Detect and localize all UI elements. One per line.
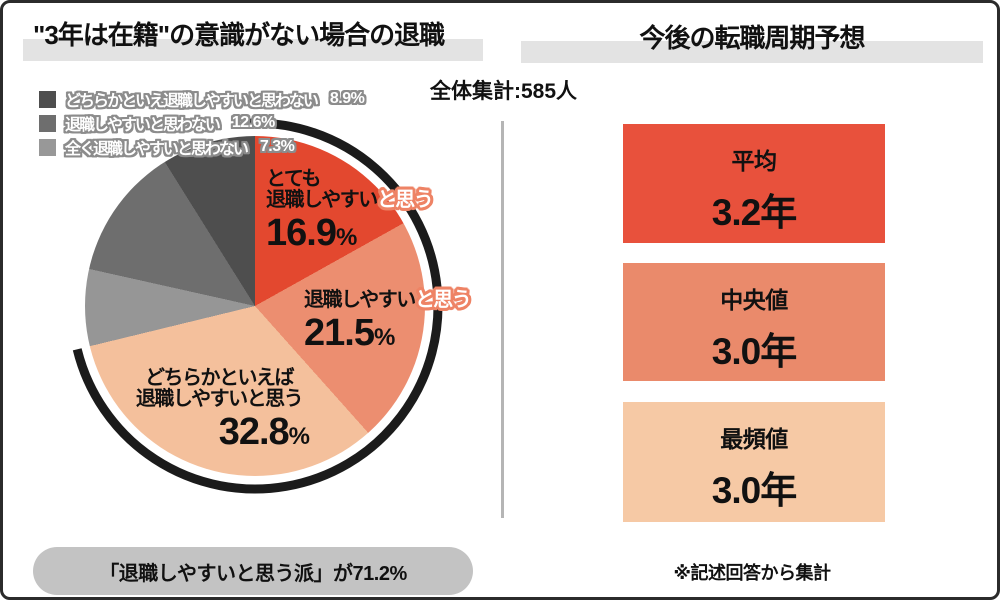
stat-card-label: 中央値 bbox=[720, 287, 788, 313]
pie-highlight-arc bbox=[72, 118, 443, 494]
total-sample-label: 全体集計:585人 bbox=[430, 80, 578, 103]
legend-value: 8.9% bbox=[329, 90, 365, 107]
stat-card-value: 3.2年 bbox=[711, 192, 797, 233]
legend-swatch bbox=[39, 114, 56, 132]
pie-label-somewhat-easy: どちらかといえば 退職しやすいと思う 32.8% bbox=[127, 368, 311, 459]
legend-label: 退職しやすいと思わない bbox=[65, 117, 221, 134]
legend-item: 全く退職しやすいと思わない 7.3% bbox=[39, 137, 364, 158]
pie-label-easy: 退職しやすいと思う 21.5% bbox=[304, 289, 472, 360]
legend-item: どちらかといえ退職しやすいと思わない 8.9% bbox=[39, 89, 365, 110]
right-section-title: 今後の転職周期予想 bbox=[639, 23, 865, 53]
left-title-underline-bar bbox=[23, 39, 483, 61]
legend-label: どちらかといえ退職しやすいと思わない bbox=[65, 93, 319, 110]
pie-label-text: とても bbox=[266, 168, 321, 190]
pie-label-value: 32.8% bbox=[218, 411, 310, 453]
stat-card: 最頻値 3.0年 bbox=[623, 402, 885, 522]
stat-card: 平均 3.2年 bbox=[623, 124, 885, 243]
summary-pill: 「退職しやすいと思う派」が71.2% bbox=[33, 547, 473, 595]
pie-label-value: 16.9% bbox=[266, 212, 357, 254]
pie-chart bbox=[85, 136, 425, 476]
legend-swatch bbox=[39, 90, 56, 108]
stat-card: 中央値 3.0年 bbox=[623, 263, 885, 381]
legend-swatch bbox=[39, 138, 56, 156]
legend-value: 12.6% bbox=[231, 114, 275, 131]
highlighted-text: と思う bbox=[414, 289, 472, 311]
legend-label: 全く退職しやすいと思わない bbox=[65, 141, 249, 158]
pie-label-text: 退職しやすいと思う bbox=[266, 189, 434, 211]
legend-item: 退職しやすいと思わない 12.6% bbox=[39, 113, 364, 134]
left-section-title: "3年は在籍"の意識がない場合の退職 bbox=[33, 20, 445, 50]
pie-label-value: 21.5% bbox=[304, 312, 395, 354]
collection-footnote: ※記述回答から集計 bbox=[673, 563, 832, 583]
pie-label-text: 退職しやすいと思う bbox=[135, 388, 304, 410]
pie-label-text: 退職しやすいと思う bbox=[304, 289, 472, 311]
stat-card-label: 最頻値 bbox=[720, 426, 788, 452]
right-title-underline-bar bbox=[521, 41, 983, 63]
highlighted-text: と思う bbox=[376, 189, 434, 211]
pie-label-text: どちらかといえば bbox=[145, 367, 295, 389]
summary-pill-text: 「退職しやすいと思う派」が71.2% bbox=[99, 562, 407, 585]
pie-label-very-easy: とても 退職しやすいと思う 16.9% bbox=[266, 168, 434, 260]
pie-legend: どちらかといえ退職しやすいと思わない 8.9% 退職しやすいと思わない 12.6… bbox=[39, 89, 365, 161]
vertical-divider bbox=[501, 121, 504, 518]
stat-card-label: 平均 bbox=[731, 148, 778, 174]
legend-value: 7.3% bbox=[259, 138, 295, 155]
stat-card-value: 3.0年 bbox=[711, 470, 797, 511]
stat-card-value: 3.0年 bbox=[711, 331, 797, 372]
